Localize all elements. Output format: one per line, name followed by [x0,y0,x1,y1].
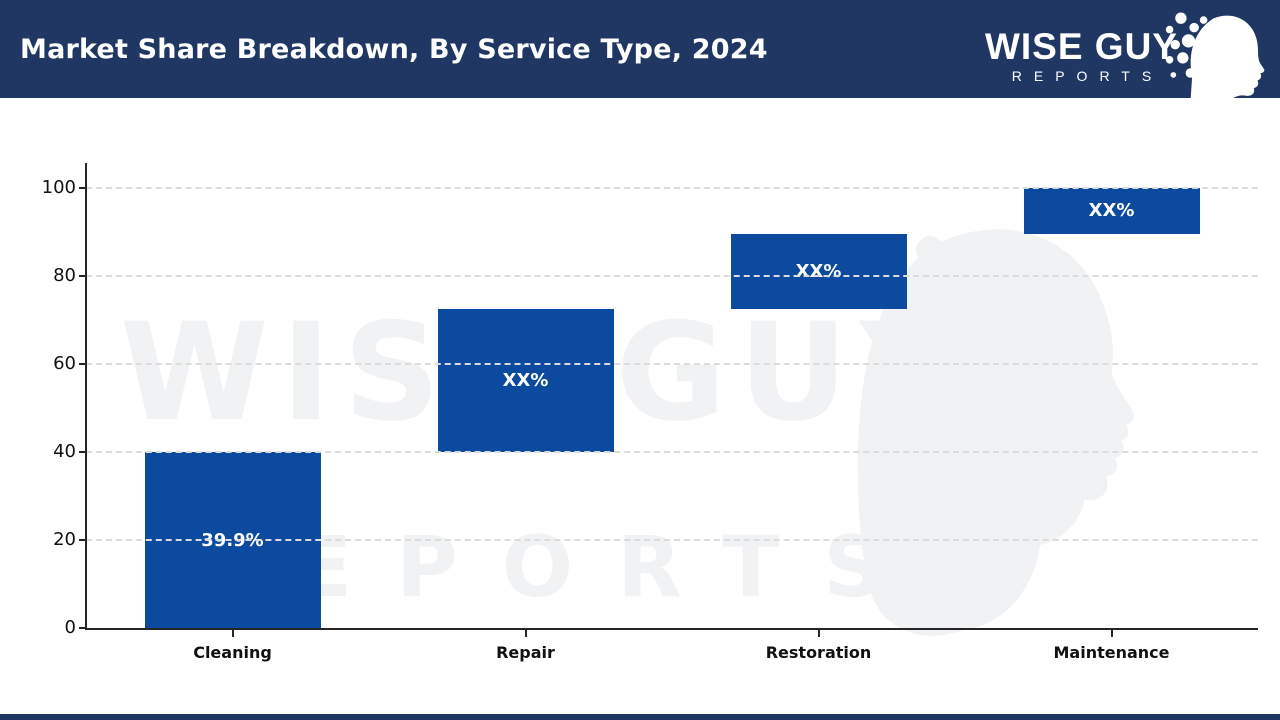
x-axis-tick-label: Cleaning [193,643,272,662]
gridline [86,539,1258,541]
x-axis-tick-label: Restoration [765,643,872,662]
bar: XX% [437,309,614,453]
y-axis-tick [79,187,86,189]
y-axis-tick-label: 80 [53,265,76,286]
gridline [86,275,1258,277]
gridline [86,187,1258,189]
y-axis-tick [79,275,86,277]
bar: XX% [1023,188,1200,234]
y-axis-tick-label: 0 [64,617,76,638]
gridline [86,451,1258,453]
bar-value-label: XX% [1088,200,1135,222]
bar-value-label: XX% [795,260,842,282]
footer-bar [0,714,1280,720]
y-axis-tick [79,627,86,629]
wiseguy-logo: WISE GUY REPORTS [985,8,1266,104]
bar-value-label: XX% [502,370,549,392]
y-axis-tick [79,363,86,365]
wiseguy-head-icon [1165,12,1265,104]
y-axis-line [85,163,87,630]
x-axis-tick-label: Repair [496,643,555,662]
y-axis-tick-label: 60 [53,353,76,374]
plot-area: WISE GUY REPORTS 0 20 40 60 80 100 39.9% Cleani… [0,98,1280,714]
y-axis-tick [79,451,86,453]
y-axis-tick-label: 20 [53,529,76,550]
page-title: Market Share Breakdown, By Service Type,… [20,33,768,65]
x-axis-tick [231,630,234,637]
y-axis-tick-label: 100 [41,177,76,198]
x-axis-line [85,628,1258,630]
x-axis-tick-label: Maintenance [1053,643,1170,662]
header-bar: Market Share Breakdown, By Service Type,… [0,0,1280,104]
gridline [86,363,1258,365]
y-axis-tick [79,539,86,541]
bar: XX% [730,233,907,309]
x-axis-tick [524,630,527,637]
x-axis-tick [817,630,820,637]
logo-text: WISE GUY REPORTS [984,25,1178,85]
x-axis-tick [1110,630,1113,637]
logo-wordmark: WISE GUY [984,25,1178,67]
logo-subtitle: REPORTS [1011,68,1164,85]
y-axis-tick-label: 40 [53,441,76,462]
